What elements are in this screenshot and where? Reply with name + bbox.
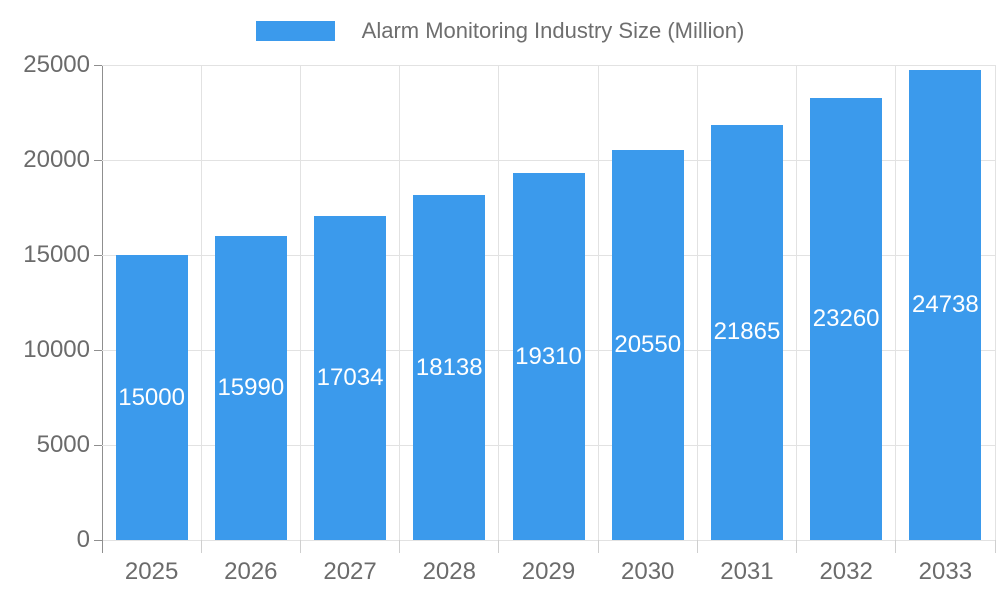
bar-value-label: 15000	[118, 383, 185, 411]
x-axis-tick	[696, 540, 698, 553]
y-tick-label: 15000	[23, 241, 90, 268]
gridline-vertical	[994, 65, 996, 540]
bar[interactable]: 18138	[413, 195, 486, 540]
gridline-vertical	[299, 65, 301, 540]
y-tick-label: 25000	[23, 51, 90, 78]
x-tick-label: 2031	[720, 558, 774, 585]
x-tick-label: 2026	[224, 558, 278, 585]
bar[interactable]: 21865	[710, 124, 783, 540]
y-axis-tick	[94, 159, 102, 161]
bar[interactable]: 24738	[909, 69, 982, 540]
bar-value-label: 24738	[912, 290, 979, 318]
bar-value-label: 23260	[812, 305, 880, 333]
gridline-horizontal	[102, 64, 995, 66]
y-axis-line	[102, 65, 103, 553]
x-axis-tick	[498, 540, 500, 553]
y-tick-label: 5000	[36, 431, 90, 458]
gridline-vertical	[498, 65, 500, 540]
legend-swatch	[255, 21, 335, 41]
gridline-vertical	[399, 65, 401, 540]
y-tick-label: 10000	[23, 336, 90, 363]
gridline-vertical	[895, 65, 897, 540]
gridline-vertical	[696, 65, 698, 540]
x-axis-tick	[399, 540, 401, 553]
gridline-vertical	[796, 65, 798, 540]
bar[interactable]: 17034	[314, 216, 387, 540]
bar[interactable]: 20550	[611, 149, 684, 540]
plot-area: 0 5000 10000 15000 20000 25000 15000 2025 15990 2…	[23, 53, 996, 584]
bar-value-label: 20550	[614, 330, 682, 358]
y-axis-tick	[94, 64, 102, 66]
bar[interactable]: 19310	[512, 173, 585, 540]
x-tick-label: 2030	[621, 558, 675, 585]
x-tick-label: 2032	[819, 558, 873, 585]
bar[interactable]: 15000	[115, 255, 188, 540]
y-axis-tick	[94, 349, 102, 351]
x-axis-tick	[101, 540, 103, 553]
x-tick-label: 2027	[323, 558, 377, 585]
x-axis-tick	[597, 540, 599, 553]
bar[interactable]: 23260	[810, 98, 883, 540]
x-axis-tick	[994, 540, 996, 553]
y-axis-tick	[94, 444, 102, 446]
bar-value-label: 18138	[415, 353, 483, 381]
y-axis-tick	[94, 539, 102, 541]
bar[interactable]: 15990	[214, 236, 287, 540]
y-tick-label: 0	[76, 526, 90, 553]
x-axis-tick	[895, 540, 897, 553]
legend-label: Alarm Monitoring Industry Size (Million)	[361, 18, 745, 43]
y-axis-tick	[94, 254, 102, 256]
bar-value-label: 17034	[316, 364, 384, 392]
gridline-horizontal	[102, 159, 995, 161]
x-tick-label: 2028	[422, 558, 476, 585]
x-axis-tick	[200, 540, 202, 553]
bar-value-label: 21865	[713, 318, 781, 346]
bar-value-label: 19310	[515, 342, 582, 370]
gridline-horizontal	[102, 539, 995, 541]
legend[interactable]: Alarm Monitoring Industry Size (Million)	[0, 18, 1000, 44]
bar-value-label: 15990	[217, 374, 285, 402]
x-tick-label: 2033	[918, 558, 973, 585]
x-tick-label: 2029	[521, 558, 576, 585]
x-tick-label: 2025	[124, 558, 179, 585]
gridline-vertical	[200, 65, 202, 540]
x-axis-tick	[796, 540, 798, 553]
y-tick-label: 20000	[23, 146, 90, 173]
gridline-vertical	[597, 65, 599, 540]
x-axis-tick	[299, 540, 301, 553]
